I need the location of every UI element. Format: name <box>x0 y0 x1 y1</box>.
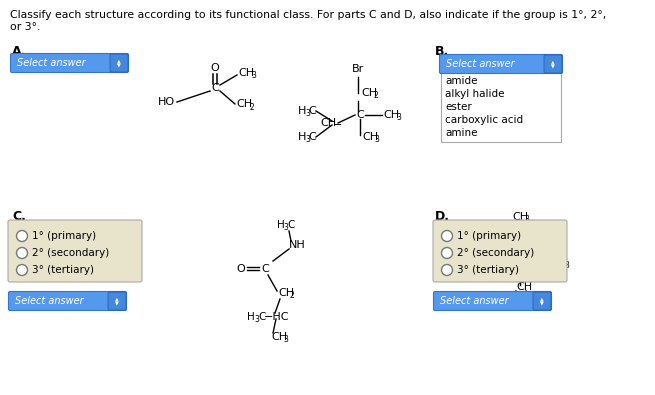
Text: C: C <box>485 300 493 310</box>
Text: O: O <box>236 264 245 274</box>
Text: 2° (secondary): 2° (secondary) <box>32 248 109 258</box>
Text: −: − <box>333 120 343 130</box>
Text: CH: CH <box>361 88 377 98</box>
Text: Select answer: Select answer <box>440 296 509 306</box>
Text: 3: 3 <box>564 261 569 271</box>
Text: C: C <box>356 110 364 120</box>
Text: 3: 3 <box>254 316 259 325</box>
Text: 1° (primary): 1° (primary) <box>32 231 96 241</box>
Text: ▲
▼: ▲ ▼ <box>115 296 119 306</box>
Text: CH: CH <box>538 242 554 252</box>
Text: C: C <box>258 312 265 322</box>
Text: H: H <box>277 220 285 230</box>
FancyBboxPatch shape <box>108 292 126 310</box>
Text: N: N <box>516 260 524 270</box>
Text: Br: Br <box>352 64 364 74</box>
Text: ▲
▼: ▲ ▼ <box>540 296 544 306</box>
Text: D.: D. <box>435 210 450 223</box>
Text: 2° (secondary): 2° (secondary) <box>457 248 534 258</box>
Text: Select answer: Select answer <box>17 58 86 68</box>
Text: or 3°.: or 3°. <box>10 22 41 32</box>
Text: CH: CH <box>383 110 399 120</box>
Text: H: H <box>298 132 307 142</box>
FancyBboxPatch shape <box>8 220 142 282</box>
Text: C: C <box>261 264 269 274</box>
Text: 3: 3 <box>305 109 310 118</box>
Text: CH: CH <box>516 282 532 292</box>
Text: ester: ester <box>445 102 472 112</box>
Text: 3: 3 <box>374 135 379 145</box>
Text: Classify each structure according to its functional class. For parts C and D, al: Classify each structure according to its… <box>10 10 607 20</box>
Text: Select answer: Select answer <box>446 59 515 69</box>
FancyBboxPatch shape <box>433 220 567 282</box>
Text: H: H <box>476 242 484 252</box>
Text: 3: 3 <box>283 335 288 344</box>
Text: O: O <box>211 63 219 73</box>
FancyBboxPatch shape <box>110 54 128 72</box>
Circle shape <box>441 231 453 241</box>
Text: C: C <box>308 132 316 142</box>
Text: CH: CH <box>238 68 254 78</box>
Circle shape <box>16 231 28 241</box>
Text: CH: CH <box>236 99 252 109</box>
Text: A.: A. <box>12 45 27 58</box>
Text: H: H <box>474 300 481 310</box>
Text: 2: 2 <box>483 246 488 254</box>
Text: 3: 3 <box>524 216 529 224</box>
Text: C: C <box>487 242 495 252</box>
Text: C: C <box>287 220 294 230</box>
Circle shape <box>16 248 28 258</box>
Text: 3: 3 <box>251 71 256 81</box>
Text: CH: CH <box>271 332 287 342</box>
Bar <box>441 72 561 142</box>
Text: 3: 3 <box>283 224 288 233</box>
Text: −HC: −HC <box>264 312 290 322</box>
Text: CH: CH <box>278 288 294 298</box>
Text: CH: CH <box>512 212 528 222</box>
FancyBboxPatch shape <box>440 55 563 73</box>
Text: amine: amine <box>445 128 477 138</box>
FancyBboxPatch shape <box>544 55 562 73</box>
Text: 3° (tertiary): 3° (tertiary) <box>32 265 94 275</box>
Text: 3: 3 <box>396 113 401 122</box>
Text: 3: 3 <box>546 303 551 312</box>
Text: 2: 2 <box>290 292 295 301</box>
Circle shape <box>16 265 28 275</box>
Text: H: H <box>247 312 255 322</box>
Text: CH: CH <box>534 300 550 310</box>
Circle shape <box>441 265 453 275</box>
Text: 2: 2 <box>373 92 378 100</box>
Text: CH: CH <box>362 132 378 142</box>
Text: ▲
▼: ▲ ▼ <box>551 59 555 69</box>
FancyBboxPatch shape <box>9 292 126 310</box>
Text: 1° (primary): 1° (primary) <box>457 231 521 241</box>
Text: 2: 2 <box>550 246 555 254</box>
Text: 2: 2 <box>249 102 253 111</box>
FancyBboxPatch shape <box>533 292 551 310</box>
Text: C: C <box>308 106 316 116</box>
Circle shape <box>441 248 453 258</box>
Text: Select answer: Select answer <box>15 296 84 306</box>
Text: alkyl halide: alkyl halide <box>445 89 504 99</box>
Text: amide: amide <box>445 76 477 86</box>
Text: carboxylic acid: carboxylic acid <box>445 115 523 125</box>
Text: 3° (tertiary): 3° (tertiary) <box>457 265 519 275</box>
Text: 3: 3 <box>305 135 310 145</box>
Text: ▲
▼: ▲ ▼ <box>117 58 121 68</box>
FancyBboxPatch shape <box>434 292 552 310</box>
Text: C.: C. <box>12 210 26 223</box>
Text: B.: B. <box>435 45 449 58</box>
Text: C: C <box>211 83 219 93</box>
Text: CH: CH <box>552 258 568 268</box>
Text: CH: CH <box>320 118 336 128</box>
Text: H: H <box>298 106 307 116</box>
FancyBboxPatch shape <box>10 53 128 73</box>
Text: NH: NH <box>289 240 306 250</box>
Text: HO: HO <box>158 97 175 107</box>
Text: 3: 3 <box>481 303 486 312</box>
